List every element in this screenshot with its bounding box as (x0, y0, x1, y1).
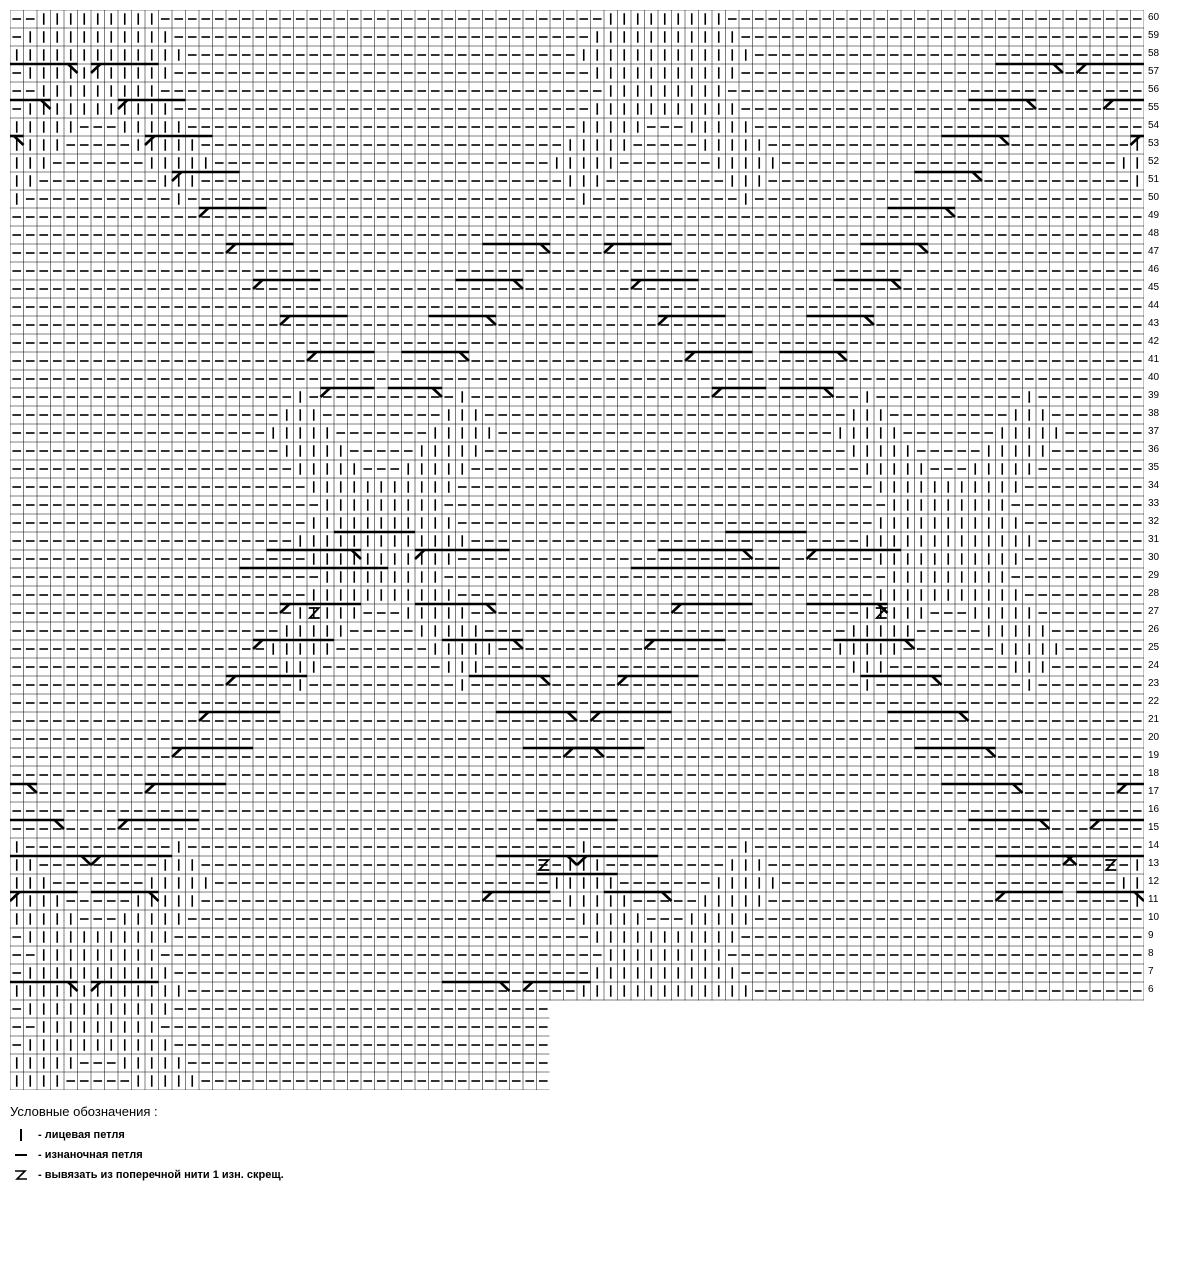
row-number: 41 (1148, 355, 1159, 365)
row-number: 54 (1148, 121, 1159, 131)
row-number: 59 (1148, 31, 1159, 41)
row-number: 10 (1148, 913, 1159, 923)
row-number: 38 (1148, 409, 1159, 419)
row-number: 33 (1148, 499, 1159, 509)
legend-title: Условные обозначения : (10, 1104, 1190, 1119)
row-number: 25 (1148, 643, 1159, 653)
legend-label: - изнаночная петля (38, 1149, 143, 1161)
legend-label: - вывязать из поперечной нити 1 изн. скр… (38, 1169, 284, 1181)
row-number: 47 (1148, 247, 1159, 257)
row-number: 17 (1148, 787, 1159, 797)
knitting-chart: 6 7 8 9 10 11 12 13 14 15 16 17 18 19 20 21 22 23 24 25 26 27… (10, 10, 1190, 1090)
row-number: 40 (1148, 373, 1159, 383)
row-number: 58 (1148, 49, 1159, 59)
row-number: 43 (1148, 319, 1159, 329)
legend-item-m1: - вывязать из поперечной нити 1 изн. скр… (10, 1167, 1190, 1183)
row-number: 55 (1148, 103, 1159, 113)
row-number: 34 (1148, 481, 1159, 491)
row-number: 13 (1148, 859, 1159, 869)
row-number: 19 (1148, 751, 1159, 761)
row-number: 44 (1148, 301, 1159, 311)
row-number: 53 (1148, 139, 1159, 149)
legend-item-knit: - лицевая петля (10, 1127, 1190, 1143)
row-number: 57 (1148, 67, 1159, 77)
row-number: 28 (1148, 589, 1159, 599)
row-number: 42 (1148, 337, 1159, 347)
row-number: 60 (1148, 13, 1159, 23)
legend: Условные обозначения : - лицевая петля -… (10, 1104, 1190, 1183)
row-number: 8 (1148, 949, 1154, 959)
row-number: 36 (1148, 445, 1159, 455)
row-number: 31 (1148, 535, 1159, 545)
legend-item-purl: - изнаночная петля (10, 1147, 1190, 1163)
row-number: 12 (1148, 877, 1159, 887)
row-number: 46 (1148, 265, 1159, 275)
m1-icon (10, 1167, 32, 1183)
row-number: 30 (1148, 553, 1159, 563)
row-number: 52 (1148, 157, 1159, 167)
row-number: 14 (1148, 841, 1159, 851)
row-number: 27 (1148, 607, 1159, 617)
row-number: 32 (1148, 517, 1159, 527)
legend-label: - лицевая петля (38, 1129, 125, 1141)
row-number: 56 (1148, 85, 1159, 95)
purl-icon (10, 1147, 32, 1163)
row-number: 39 (1148, 391, 1159, 401)
row-number: 11 (1148, 895, 1158, 905)
knit-icon (10, 1127, 32, 1143)
row-number: 51 (1148, 175, 1159, 185)
row-number: 22 (1148, 697, 1159, 707)
row-number: 7 (1148, 967, 1154, 977)
row-number: 15 (1148, 823, 1159, 833)
row-number: 24 (1148, 661, 1159, 671)
row-number: 49 (1148, 211, 1159, 221)
row-number: 45 (1148, 283, 1159, 293)
row-number: 18 (1148, 769, 1159, 779)
row-number: 37 (1148, 427, 1159, 437)
row-number: 29 (1148, 571, 1159, 581)
row-number: 6 (1148, 985, 1154, 995)
row-number: 48 (1148, 229, 1159, 239)
row-number: 26 (1148, 625, 1159, 635)
row-number: 20 (1148, 733, 1159, 743)
row-number: 21 (1148, 715, 1159, 725)
row-number: 23 (1148, 679, 1159, 689)
row-number: 16 (1148, 805, 1159, 815)
row-number: 50 (1148, 193, 1159, 203)
row-number: 9 (1148, 931, 1154, 941)
row-number: 35 (1148, 463, 1159, 473)
